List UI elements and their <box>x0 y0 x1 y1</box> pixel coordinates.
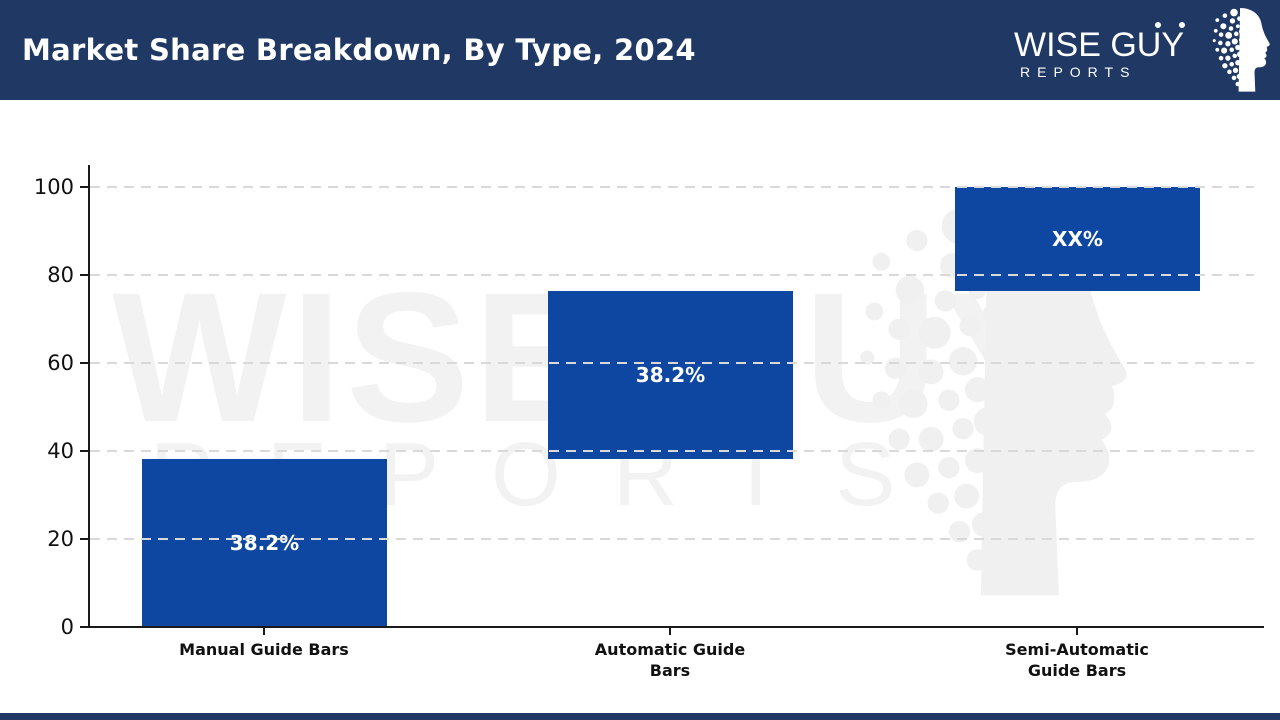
logo-dot-icon <box>1155 22 1161 28</box>
logo-dotted-head-icon <box>1212 8 1270 92</box>
x-tick <box>1076 628 1078 635</box>
y-axis-line <box>88 165 90 628</box>
y-tick-label: 60 <box>47 351 74 375</box>
bar-value-label: XX% <box>1052 227 1103 251</box>
header-banner: Market Share Breakdown, By Type, 2024 WI… <box>0 0 1280 100</box>
y-tick <box>80 538 88 540</box>
x-category-label-semi-automatic: Semi-Automatic Guide Bars <box>1005 640 1149 680</box>
page-title: Market Share Breakdown, By Type, 2024 <box>22 33 696 67</box>
gridline-60 <box>90 362 1254 364</box>
y-tick-label: 80 <box>47 263 74 287</box>
wise-guy-reports-logo: WISE GUY REPORTS <box>1012 4 1274 96</box>
x-category-label-automatic: Automatic Guide Bars <box>594 640 746 680</box>
bar-semi-automatic-guide-bars: XX% <box>955 187 1200 291</box>
y-tick-label: 40 <box>47 439 74 463</box>
gridline-100 <box>90 186 1254 188</box>
gridline-40 <box>90 450 1254 452</box>
logo-brand-text: WISE GUY <box>1014 26 1184 64</box>
x-tick <box>263 628 265 635</box>
footer-bar <box>0 713 1280 720</box>
y-tick <box>80 362 88 364</box>
bar-value-label: 38.2% <box>635 363 706 387</box>
y-tick <box>80 450 88 452</box>
x-category-label-manual: Manual Guide Bars <box>179 640 349 659</box>
y-tick <box>80 274 88 276</box>
x-tick <box>669 628 671 635</box>
gridline-20 <box>90 538 1254 540</box>
logo-reports-text: REPORTS <box>1020 64 1136 80</box>
bar-manual-guide-bars: 38.2% <box>142 459 387 627</box>
bar-value-label: 38.2% <box>229 531 300 555</box>
y-tick-label: 100 <box>33 175 74 199</box>
x-axis-line <box>88 626 1264 628</box>
logo-dot-icon <box>1179 22 1185 28</box>
y-tick-label: 0 <box>60 615 74 639</box>
y-tick <box>80 186 88 188</box>
bar-automatic-guide-bars: 38.2% <box>548 291 793 459</box>
gridline-80 <box>90 274 1254 276</box>
y-tick-label: 20 <box>47 527 74 551</box>
y-tick <box>80 626 88 628</box>
